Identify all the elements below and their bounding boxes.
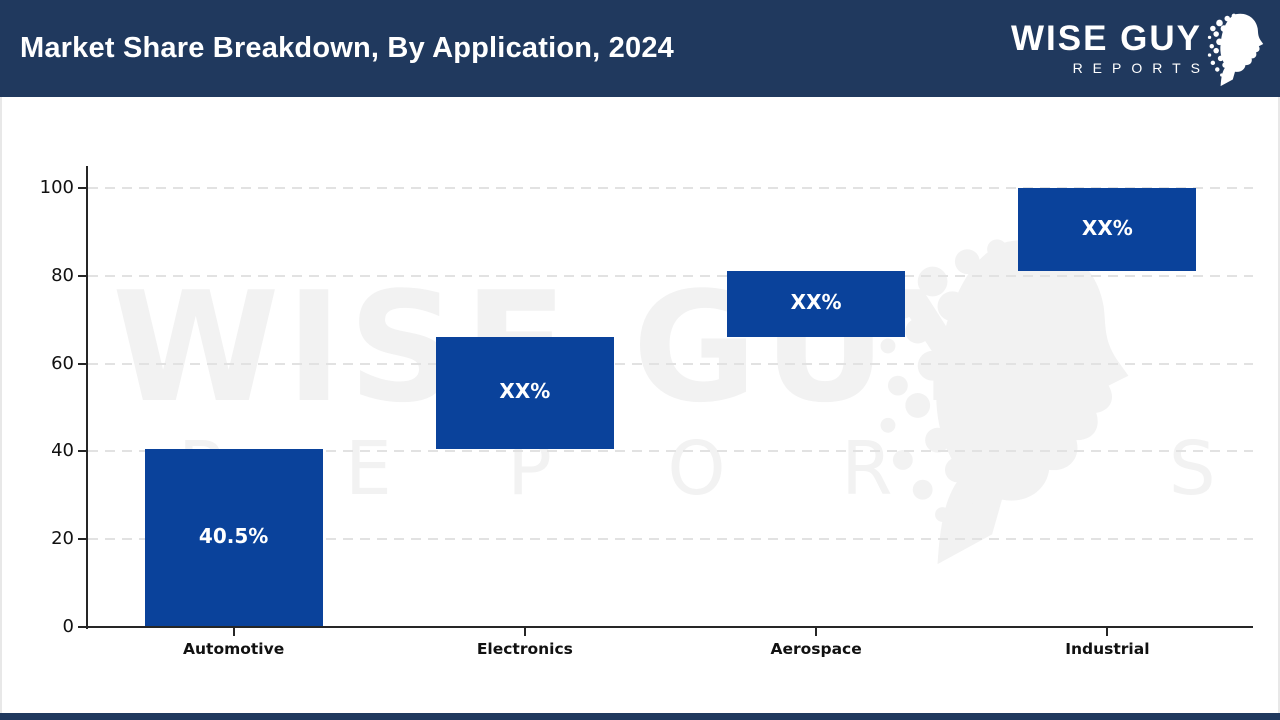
logo-wordmark: WISE GUY (1010, 19, 1202, 58)
bar-value-automotive: 40.5% (198, 524, 269, 549)
y-tick-label-60: 60 (51, 352, 74, 374)
gridline-100 (88, 187, 1253, 189)
bar-value-aerospace: XX% (790, 290, 842, 315)
y-tick-60 (78, 362, 86, 365)
logo-subtext: REPORTS (1072, 60, 1210, 76)
bar-electronics (435, 337, 614, 450)
x-tick-electronics (523, 628, 526, 636)
x-tick-automotive (232, 628, 235, 636)
x-tick-label-industrial: Industrial (1065, 640, 1150, 658)
y-axis (86, 166, 88, 629)
y-tick-label-20: 20 (51, 528, 74, 550)
brand-logo: WISE GUY REPORTS (1011, 9, 1266, 89)
bar-value-electronics: XX% (499, 379, 551, 404)
y-tick-label-0: 0 (62, 616, 74, 637)
brand-logo-text: WISE GUY REPORTS (1011, 21, 1202, 76)
gridline-40 (88, 450, 1253, 453)
y-tick-label-40: 40 (51, 440, 74, 462)
x-tick-label-electronics: Electronics (476, 640, 573, 658)
x-tick-label-automotive: Automotive (183, 640, 285, 658)
x-tick-aerospace (815, 628, 818, 636)
y-tick-80 (78, 274, 86, 277)
gridline-60 (88, 362, 1253, 365)
bar-value-industrial: XX% (1081, 215, 1133, 240)
x-tick-industrial (1106, 628, 1109, 636)
bar-industrial (1018, 188, 1197, 272)
y-tick-label-100: 100 (39, 177, 74, 198)
y-tick-20 (78, 538, 86, 541)
y-tick-100 (78, 187, 86, 189)
footer-strip (0, 713, 1280, 720)
x-tick-label-aerospace: Aerospace (770, 640, 862, 658)
gridline-80 (88, 274, 1253, 277)
header-bar: Market Share Breakdown, By Application, … (0, 0, 1280, 97)
y-tick-40 (78, 450, 86, 453)
bar-automotive (144, 449, 323, 627)
page-title: Market Share Breakdown, By Application, … (20, 32, 674, 64)
y-tick-label-80: 80 (51, 264, 74, 286)
x-axis (86, 626, 1253, 628)
chart-area: WISE GUY R E P O R T S 0 20 40 60 80 100 40.5%… (0, 97, 1280, 713)
bar-aerospace (727, 271, 906, 338)
gridline-20 (88, 538, 1253, 541)
y-tick-0 (78, 626, 86, 628)
